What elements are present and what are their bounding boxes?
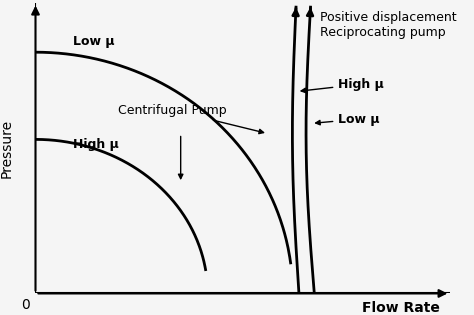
Text: High μ: High μ	[301, 78, 384, 93]
Text: Pressure: Pressure	[0, 118, 13, 178]
Text: Centrifugal Pump: Centrifugal Pump	[118, 104, 264, 134]
Text: Flow Rate: Flow Rate	[362, 301, 439, 315]
Text: High μ: High μ	[73, 138, 118, 151]
Text: Low μ: Low μ	[73, 35, 114, 48]
Text: Positive displacement
Reciprocating pump: Positive displacement Reciprocating pump	[319, 12, 456, 39]
Text: 0: 0	[21, 298, 30, 312]
Text: Low μ: Low μ	[316, 112, 380, 126]
